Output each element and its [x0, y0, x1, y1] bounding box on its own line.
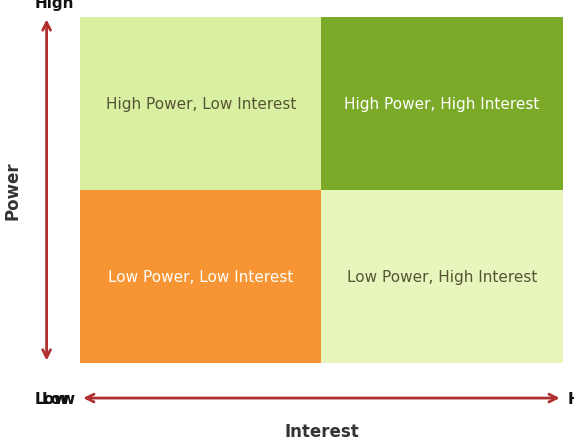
- Bar: [80, 191, 321, 364]
- Text: Low Power, Low Interest: Low Power, Low Interest: [108, 269, 293, 285]
- Text: High Power, Low Interest: High Power, Low Interest: [106, 96, 296, 112]
- Text: Low: Low: [34, 391, 69, 406]
- Bar: [80, 18, 321, 191]
- Bar: [321, 191, 563, 364]
- Text: High: High: [34, 0, 74, 11]
- Bar: [321, 18, 563, 191]
- Text: Power: Power: [4, 161, 22, 220]
- Text: Low: Low: [41, 391, 76, 406]
- Text: Low Power, High Interest: Low Power, High Interest: [347, 269, 537, 285]
- Text: Interest: Interest: [284, 422, 359, 438]
- Text: High: High: [567, 391, 574, 406]
- Text: High Power, High Interest: High Power, High Interest: [344, 96, 540, 112]
